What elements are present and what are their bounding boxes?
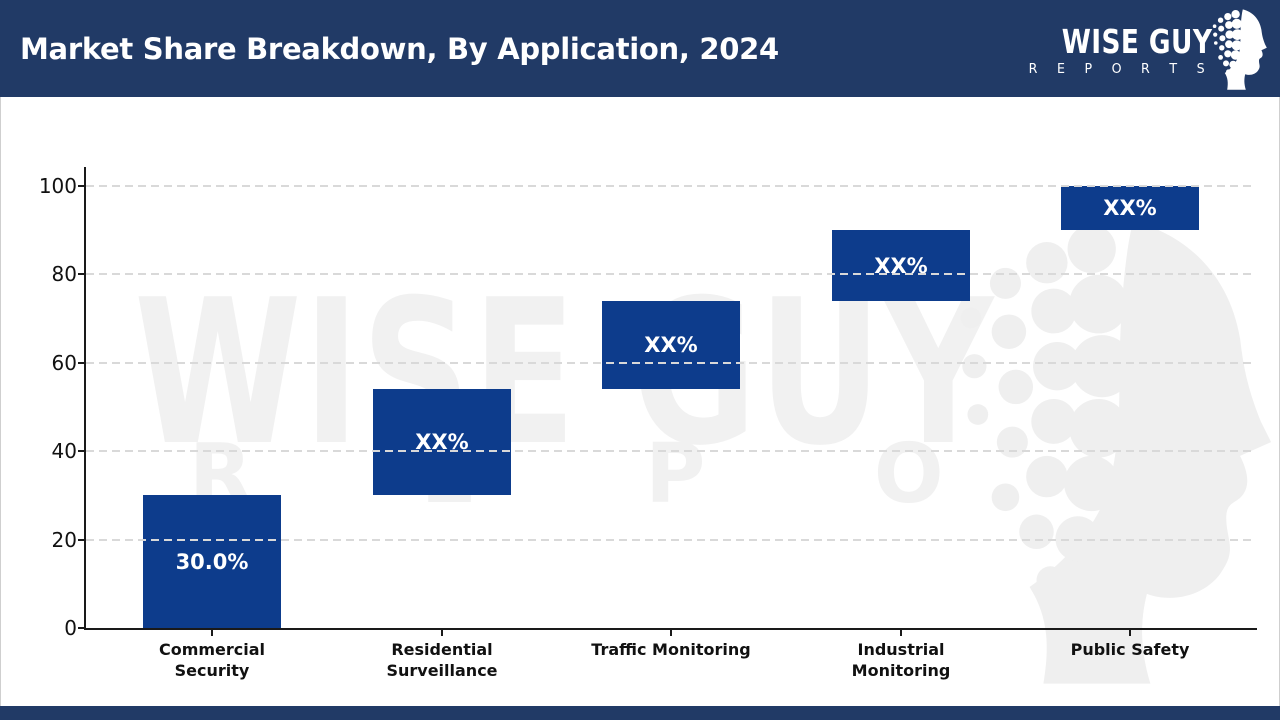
y-axis-tick-mark: [78, 450, 85, 453]
bar-segment: XX%: [832, 230, 970, 301]
y-gridline: [86, 185, 1256, 187]
page-title: Market Share Breakdown, By Application, …: [20, 31, 779, 66]
bar-segment: XX%: [1061, 186, 1199, 231]
x-axis-tick-mark: [900, 630, 902, 636]
footer-bar: [0, 706, 1280, 720]
logo-wordmark: WISE GUY: [1061, 21, 1212, 61]
x-axis-line: [84, 628, 1257, 630]
y-axis-tick-mark: [78, 273, 85, 276]
bar-value-label: XX%: [1103, 196, 1157, 221]
y-axis-tick-mark: [78, 538, 85, 541]
y-axis-tick-label: 40: [51, 439, 77, 464]
x-axis-category-label: Residential Surveillance: [386, 640, 498, 680]
bar-value-label: XX%: [644, 333, 698, 358]
x-axis-category-label: Industrial Monitoring: [851, 640, 951, 680]
y-gridline: [86, 273, 1256, 276]
y-gridline: [86, 450, 1256, 453]
bar-segment: XX%: [602, 300, 740, 390]
brand-logo: WISE GUY R E P O R T S: [1023, 6, 1270, 92]
y-axis-tick-label: 100: [38, 174, 77, 198]
x-axis-category-label: Traffic Monitoring: [591, 640, 751, 659]
y-axis-tick-mark: [78, 361, 85, 364]
logo-subtext: R E P O R T S: [1028, 61, 1212, 77]
y-axis-line: [84, 167, 86, 629]
x-axis-category-label: Commercial Security: [158, 640, 266, 680]
y-axis-tick-label: 80: [51, 262, 77, 287]
y-axis-tick-mark: [78, 627, 85, 629]
bar-value-label: 30.0%: [175, 549, 249, 574]
y-axis-tick-label: 20: [51, 527, 77, 552]
brand-logo-text: WISE GUY R E P O R T S: [1023, 22, 1212, 77]
y-axis-tick-label: 0: [64, 616, 77, 640]
bar-segment: XX%: [373, 389, 511, 496]
header: Market Share Breakdown, By Application, …: [0, 0, 1280, 97]
x-axis-category-label: Public Safety: [1070, 640, 1190, 659]
x-axis-tick-mark: [670, 630, 672, 636]
y-axis-tick-label: 60: [51, 350, 77, 375]
x-axis-tick-mark: [211, 630, 213, 636]
x-axis-tick-mark: [441, 630, 443, 636]
chart-area: WISE GUY R E P O R T S 30.0%XX%XX%XX%XX%…: [0, 97, 1280, 706]
x-axis-tick-mark: [1129, 630, 1131, 636]
bar-segment: 30.0%: [143, 495, 281, 628]
y-gridline: [86, 361, 1256, 364]
y-gridline: [86, 538, 1256, 541]
y-axis-tick-mark: [78, 185, 85, 187]
